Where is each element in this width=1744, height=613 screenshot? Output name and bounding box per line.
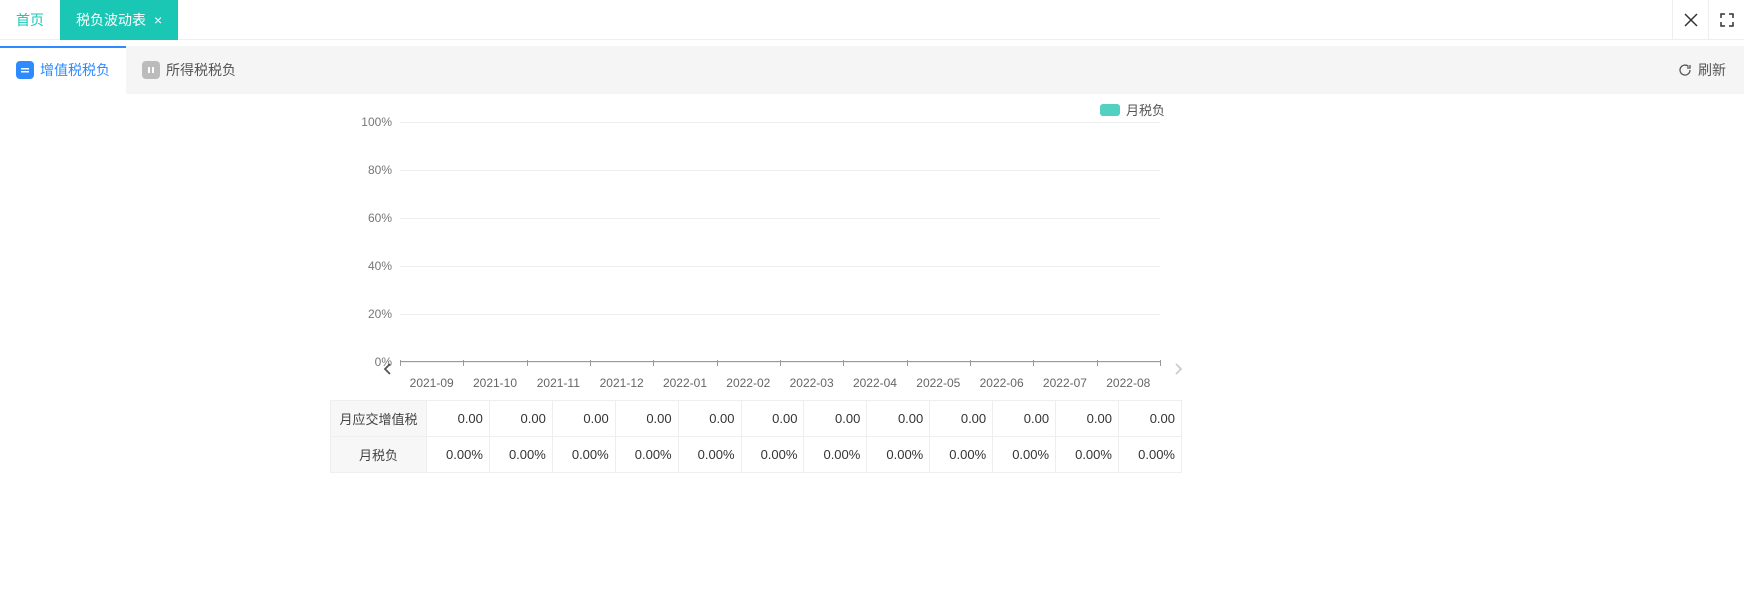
vat-badge-icon: [16, 61, 34, 79]
x-tick: [843, 360, 844, 366]
tab-home[interactable]: 首页: [0, 0, 60, 40]
x-axis-label: 2022-02: [717, 376, 780, 390]
table-cell: 0.00%: [741, 437, 804, 473]
x-tick: [463, 360, 464, 366]
tab-tax-fluctuation[interactable]: 税负波动表 ×: [60, 0, 178, 40]
fullscreen-icon: [1720, 13, 1734, 27]
chart-prev-button[interactable]: [382, 362, 394, 381]
x-tick: [970, 360, 971, 366]
table-cell: 0.00%: [427, 437, 490, 473]
chevron-left-icon: [382, 362, 394, 376]
y-tick-label: 40%: [368, 259, 392, 273]
x-axis-label: 2022-04: [843, 376, 906, 390]
table-cell: 0.00%: [1056, 437, 1119, 473]
grid-line: [400, 314, 1160, 315]
sub-tab-bar: 增值税税负 所得税税负 刷新: [0, 46, 1744, 94]
x-tick: [780, 360, 781, 366]
grid-line: [400, 122, 1160, 123]
table-cell: 0.00: [1118, 401, 1181, 437]
table-cell: 0.00%: [552, 437, 615, 473]
table-cell: 0.00: [615, 401, 678, 437]
table-row: 月应交增值税 0.000.000.000.000.000.000.000.000…: [331, 401, 1182, 437]
chart-next-button[interactable]: [1172, 362, 1184, 381]
grid-line: [400, 266, 1160, 267]
chevron-right-icon: [1172, 362, 1184, 376]
y-tick-label: 80%: [368, 163, 392, 177]
y-tick-label: 20%: [368, 307, 392, 321]
grid-line: [400, 218, 1160, 219]
table-cell: 0.00: [678, 401, 741, 437]
close-panel-button[interactable]: [1672, 0, 1708, 40]
x-axis-label: 2021-09: [400, 376, 463, 390]
chart-grid: [400, 122, 1160, 362]
legend-swatch: [1100, 104, 1120, 116]
table-cell: 0.00: [427, 401, 490, 437]
x-axis-label: 2022-03: [780, 376, 843, 390]
table-cell: 0.00%: [804, 437, 867, 473]
chart-plot-area: 100%80%60%40%20%0%: [340, 122, 1160, 362]
x-tick: [1033, 360, 1034, 366]
table-cell: 0.00: [1056, 401, 1119, 437]
x-tick: [1097, 360, 1098, 366]
table-cell: 0.00: [489, 401, 552, 437]
close-icon[interactable]: ×: [154, 13, 162, 27]
table-cell: 0.00: [993, 401, 1056, 437]
x-axis-label: 2021-11: [527, 376, 590, 390]
table-cell: 0.00%: [1118, 437, 1181, 473]
refresh-label: 刷新: [1698, 60, 1726, 80]
sub-tab-income[interactable]: 所得税税负: [126, 46, 252, 94]
x-axis-ticks: [400, 360, 1160, 366]
chart-legend: 月税负: [1100, 100, 1165, 119]
x-axis-label: 2022-06: [970, 376, 1033, 390]
top-tabs-right: [1672, 0, 1744, 40]
x-tick: [1160, 360, 1161, 366]
x-icon: [1684, 13, 1698, 27]
table-cell: 0.00: [930, 401, 993, 437]
refresh-button[interactable]: 刷新: [1678, 46, 1726, 94]
y-axis: 100%80%60%40%20%0%: [340, 122, 400, 362]
table-cell: 0.00%: [489, 437, 552, 473]
sub-tab-vat[interactable]: 增值税税负: [0, 46, 126, 94]
table-cell: 0.00: [867, 401, 930, 437]
top-tab-bar: 首页 税负波动表 ×: [0, 0, 1744, 40]
refresh-icon: [1678, 63, 1692, 77]
x-axis-label: 2022-08: [1097, 376, 1160, 390]
y-tick-label: 100%: [361, 115, 392, 129]
legend-label: 月税负: [1126, 100, 1165, 119]
x-tick: [907, 360, 908, 366]
fullscreen-button[interactable]: [1708, 0, 1744, 40]
x-axis-labels: 2021-092021-102021-112021-122022-012022-…: [400, 376, 1160, 390]
x-axis-label: 2021-10: [463, 376, 526, 390]
income-badge-icon: [142, 61, 160, 79]
x-tick: [590, 360, 591, 366]
table-cell: 0.00: [741, 401, 804, 437]
x-tick: [653, 360, 654, 366]
table-cell: 0.00%: [615, 437, 678, 473]
chart-container: 月税负 100%80%60%40%20%0% 2021-092021-10202…: [0, 94, 1744, 473]
data-table: 月应交增值税 0.000.000.000.000.000.000.000.000…: [330, 400, 1182, 473]
sub-tab-income-label: 所得税税负: [166, 60, 236, 80]
table-cell: 0.00%: [678, 437, 741, 473]
row-header-vat-payable: 月应交增值税: [331, 401, 427, 437]
x-axis-label: 2022-07: [1033, 376, 1096, 390]
x-axis-label: 2022-01: [653, 376, 716, 390]
table-cell: 0.00: [552, 401, 615, 437]
table-cell: 0.00: [804, 401, 867, 437]
tab-tax-fluctuation-label: 税负波动表: [76, 10, 146, 30]
sub-tab-vat-label: 增值税税负: [40, 60, 110, 80]
x-tick: [717, 360, 718, 366]
x-tick: [527, 360, 528, 366]
grid-line: [400, 170, 1160, 171]
x-axis-label: 2022-05: [907, 376, 970, 390]
y-tick-label: 60%: [368, 211, 392, 225]
table-cell: 0.00%: [993, 437, 1056, 473]
row-header-monthly-burden: 月税负: [331, 437, 427, 473]
tab-home-label: 首页: [16, 10, 44, 30]
table-row: 月税负 0.00%0.00%0.00%0.00%0.00%0.00%0.00%0…: [331, 437, 1182, 473]
table-cell: 0.00%: [867, 437, 930, 473]
x-axis-label: 2021-12: [590, 376, 653, 390]
table-cell: 0.00%: [930, 437, 993, 473]
x-tick: [400, 360, 401, 366]
